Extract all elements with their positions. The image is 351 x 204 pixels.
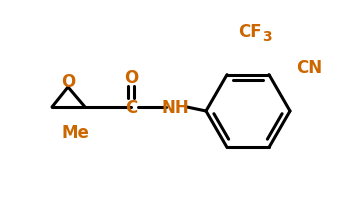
Text: CN: CN [296,59,322,77]
Text: 3: 3 [262,30,272,44]
Text: C: C [125,99,137,116]
Text: O: O [61,73,75,91]
Text: CF: CF [238,23,261,41]
Text: Me: Me [61,123,89,141]
Text: NH: NH [161,99,189,116]
Text: O: O [124,69,138,86]
